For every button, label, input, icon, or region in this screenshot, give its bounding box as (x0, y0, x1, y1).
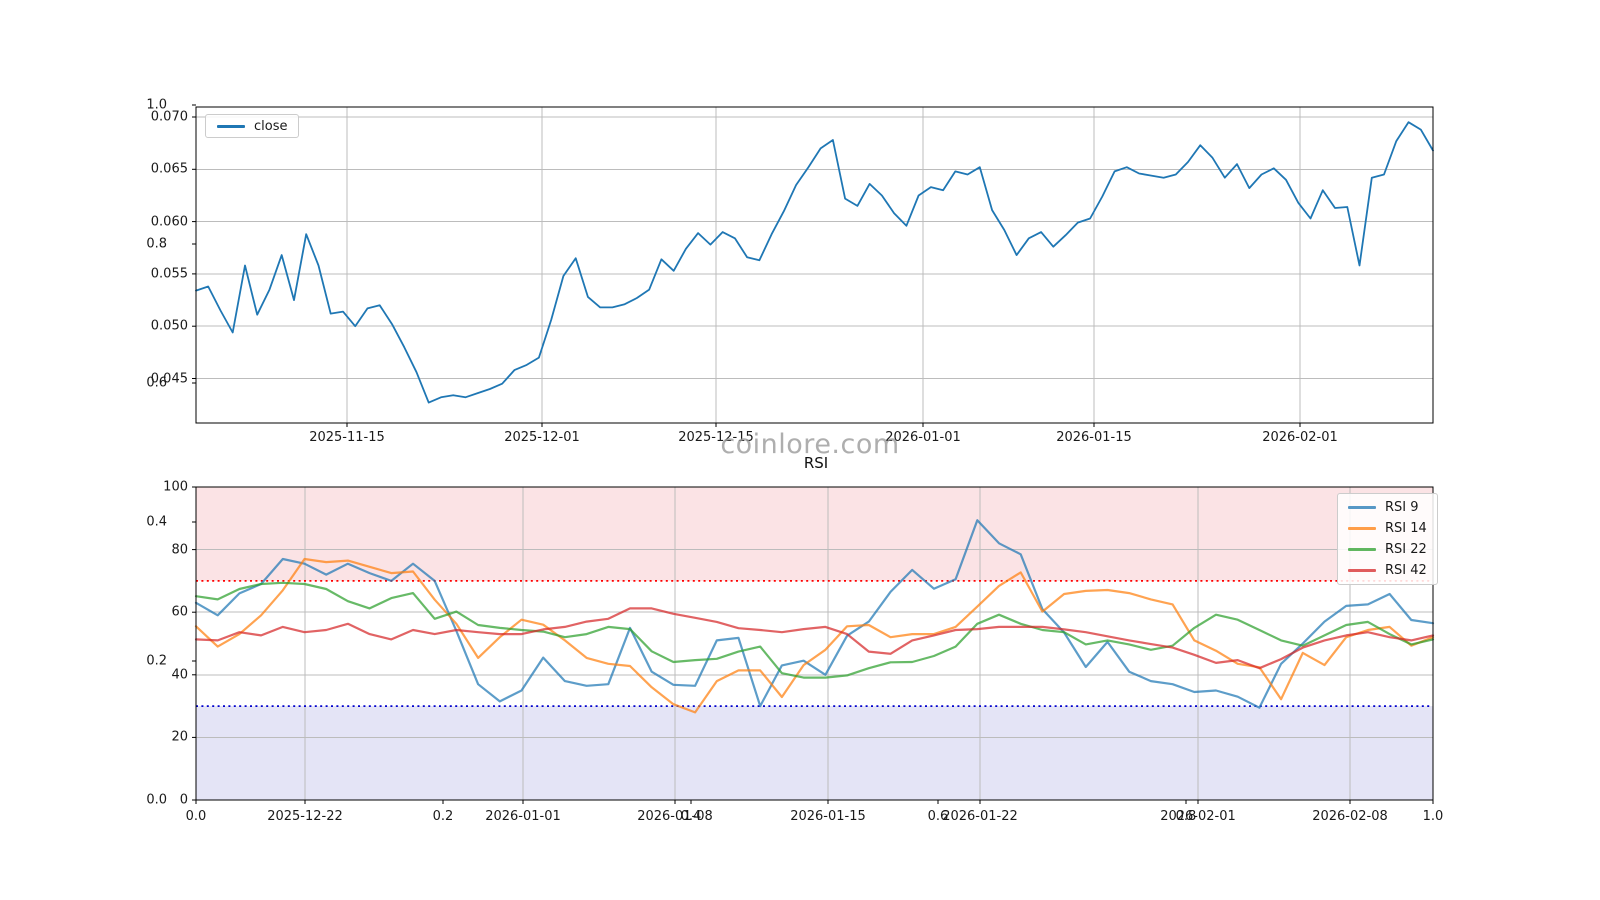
rsi-x-tick-label: 2026-01-15 (790, 809, 866, 824)
overlay-x-tick-label: 1.0 (1422, 809, 1444, 824)
price-x-tick-label: 2026-01-01 (885, 430, 961, 445)
price-x-tick-label: 2025-12-01 (504, 430, 580, 445)
rsi-x-tick-label: 2026-01-01 (485, 809, 561, 824)
price-x-tick-label: 2026-01-15 (1056, 430, 1132, 445)
legend-label: RSI 14 (1385, 521, 1427, 536)
overlay-y-tick-label: 0.4 (146, 514, 167, 530)
rsi-x-tick-label: 2025-12-22 (267, 809, 343, 824)
rsi-x-tick-label: 2026-02-08 (1312, 809, 1388, 824)
legend-entry-rsi-14: RSI 14 (1348, 522, 1427, 535)
legend-line-swatch (217, 124, 245, 128)
overlay-y-tick-label: 0.8 (146, 236, 167, 252)
overlay-y-tick-label: 0.6 (146, 375, 167, 391)
rsi-y-tick-label: 60 (171, 604, 188, 620)
price-x-tick-label: 2025-11-15 (309, 430, 385, 445)
price-y-tick-label: 0.060 (150, 214, 188, 230)
rsi-x-tick-label: 2026-02-01 (1160, 809, 1236, 824)
legend-entry-rsi-22: RSI 22 (1348, 543, 1427, 556)
rsi-x-tick-label: 2026-01-22 (942, 809, 1018, 824)
rsi-y-tick-label: 80 (171, 542, 188, 558)
overlay-y-tick-label: 0.2 (146, 653, 167, 669)
legend-entry-rsi-42: RSI 42 (1348, 564, 1427, 577)
price-y-tick-label: 0.055 (150, 266, 188, 282)
legend-entry-rsi-9: RSI 9 (1348, 501, 1427, 514)
legend-label: RSI 9 (1385, 500, 1419, 515)
close-line (195, 121, 1434, 404)
rsi-line-rsi-14 (194, 557, 1435, 714)
overlay-y-tick-label: 1.0 (146, 97, 167, 113)
price-y-tick-label: 0.045 (150, 371, 188, 386)
oversold-band (196, 706, 1433, 800)
legend-label: RSI 42 (1385, 563, 1427, 578)
legend-label: close (254, 118, 288, 134)
rsi-line-rsi-22 (194, 581, 1435, 679)
price-legend: close (205, 114, 300, 138)
rsi-y-tick-label: 100 (163, 479, 188, 495)
price-axes-border (195, 106, 1434, 424)
legend-label: RSI 22 (1385, 542, 1427, 557)
overlay-x-tick-label: 0.4 (680, 809, 702, 824)
legend-line-swatch (1348, 506, 1376, 509)
price-x-tick-label: 2026-02-01 (1262, 430, 1338, 445)
legend-entry-close: close (217, 120, 287, 133)
overlay-y-tick-label: 0.0 (146, 792, 167, 808)
overlay-x-tick-label: 0.0 (185, 809, 207, 824)
rsi-legend: RSI 9 RSI 14 RSI 22 RSI 42 (1337, 493, 1438, 585)
rsi-line-rsi-42 (194, 607, 1435, 670)
price-y-tick-label: 0.065 (150, 161, 188, 177)
rsi-y-tick-label: 20 (171, 729, 188, 745)
rsi-y-tick-label: 40 (171, 667, 188, 683)
legend-line-swatch (1348, 548, 1376, 551)
price-x-tick-label: 2025-12-15 (678, 430, 754, 445)
legend-line-swatch (1348, 527, 1376, 530)
rsi-axes-border (195, 486, 1434, 801)
price-y-tick-label: 0.050 (150, 318, 188, 334)
overbought-band (196, 487, 1433, 581)
overlay-x-tick-label: 0.6 (927, 809, 949, 824)
price-y-tick-label: 0.070 (150, 109, 188, 125)
legend-line-swatch (1348, 569, 1376, 572)
watermark: coinlore.com (720, 429, 900, 460)
rsi-x-tick-label: 2026-01-08 (637, 809, 713, 824)
rsi-y-tick-label: 0 (179, 792, 188, 808)
rsi-panel-title: RSI (803, 454, 829, 472)
overlay-x-tick-label: 0.8 (1175, 809, 1197, 824)
overlay-x-tick-label: 0.2 (432, 809, 454, 824)
